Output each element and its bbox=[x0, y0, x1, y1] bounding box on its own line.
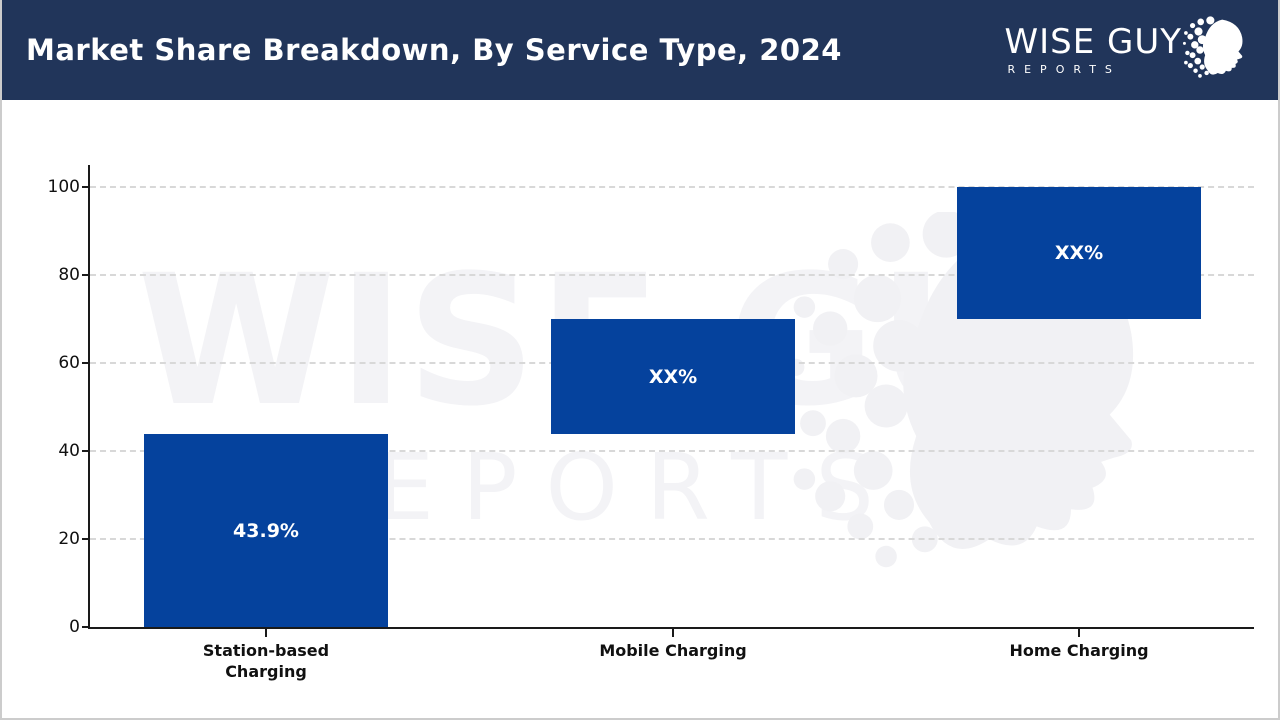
y-tickmark-20 bbox=[82, 538, 90, 540]
y-tick-label-80: 80 bbox=[58, 265, 80, 285]
y-axis-line bbox=[88, 165, 90, 629]
logo-subtitle: REPORTS bbox=[1007, 62, 1121, 76]
x-tickmark-home-charging bbox=[1078, 629, 1080, 637]
y-tick-label-0: 0 bbox=[69, 617, 80, 637]
logo-wordmark: WISE GUY bbox=[1004, 21, 1182, 62]
y-tickmark-40 bbox=[82, 450, 90, 452]
gridline-y80 bbox=[90, 274, 1254, 276]
logo-face-icon bbox=[1182, 16, 1243, 78]
gridline-y40 bbox=[90, 450, 1254, 452]
x-category-label-mobile-charging: Mobile Charging bbox=[599, 641, 747, 660]
gridline-y100 bbox=[90, 186, 1254, 188]
x-tickmark-station-based-charging bbox=[265, 629, 267, 637]
y-tick-label-100: 100 bbox=[47, 177, 80, 197]
y-tick-label-60: 60 bbox=[58, 353, 80, 373]
bar-home-charging: XX% bbox=[957, 187, 1201, 319]
y-tick-label-40: 40 bbox=[58, 441, 80, 461]
bar-mobile-charging: XX% bbox=[551, 319, 795, 434]
bar-value-label-station-based-charging: 43.9% bbox=[233, 519, 299, 542]
y-tickmark-80 bbox=[82, 274, 90, 276]
header-bar: Market Share Breakdown, By Service Type,… bbox=[2, 0, 1278, 100]
y-tickmark-60 bbox=[82, 362, 90, 364]
x-category-label-station-based-charging: Station-based Charging bbox=[202, 641, 330, 681]
x-category-label-home-charging: Home Charging bbox=[1009, 641, 1149, 660]
x-axis-line bbox=[88, 627, 1254, 629]
bar-station-based-charging: 43.9% bbox=[144, 434, 388, 627]
y-tickmark-100 bbox=[82, 186, 90, 188]
wise-guy-reports-logo: WISE GUY REPORTS bbox=[1004, 15, 1254, 85]
y-tickmark-0 bbox=[82, 626, 90, 628]
bar-value-label-home-charging: XX% bbox=[1054, 242, 1104, 264]
bar-value-label-mobile-charging: XX% bbox=[648, 365, 698, 388]
x-tickmark-mobile-charging bbox=[672, 629, 674, 637]
page-title: Market Share Breakdown, By Service Type,… bbox=[26, 33, 842, 67]
y-tick-label-20: 20 bbox=[58, 529, 80, 549]
gridline-y20 bbox=[90, 538, 1254, 540]
